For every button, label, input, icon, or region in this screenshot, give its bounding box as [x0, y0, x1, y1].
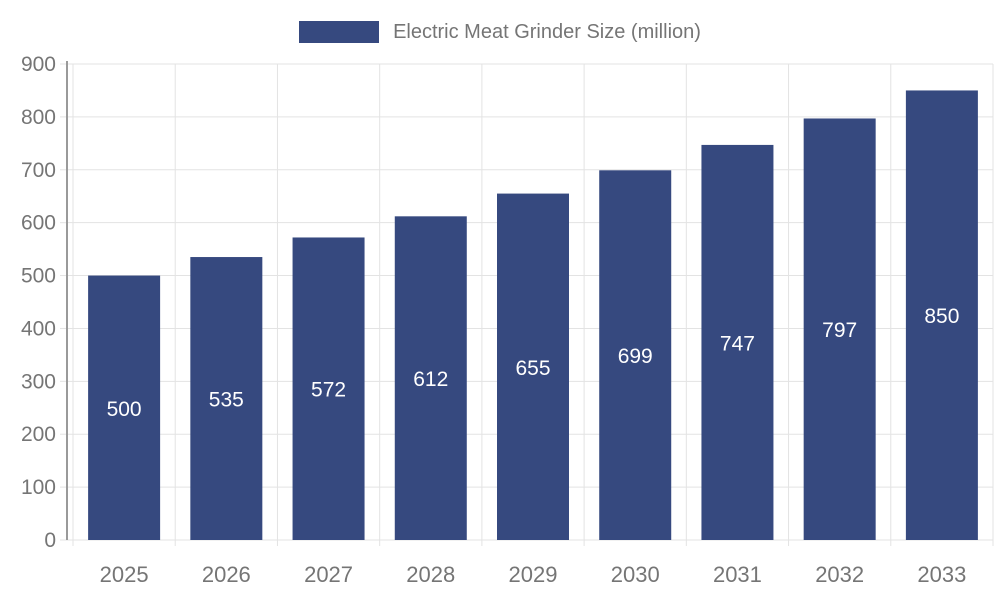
- y-tick-label: 400: [21, 317, 56, 340]
- bar-value-label: 655: [515, 357, 550, 380]
- x-tick-label: 2026: [202, 562, 251, 587]
- x-tick-label: 2030: [611, 562, 660, 587]
- y-tick-label: 600: [21, 212, 56, 235]
- bar-2026: [190, 257, 263, 540]
- bar-2031: [701, 144, 774, 541]
- bar-value-label: 535: [209, 389, 244, 412]
- bar-2033: [905, 90, 978, 540]
- bar-2027: [292, 237, 365, 540]
- bar-value-label: 747: [720, 332, 755, 355]
- y-tick-label: 500: [21, 265, 56, 288]
- legend: Electric Meat Grinder Size (million): [0, 21, 1000, 43]
- x-tick-label: 2029: [509, 562, 558, 587]
- bar-value-label: 850: [924, 305, 959, 328]
- x-tick-label: 2033: [917, 562, 966, 587]
- y-tick-label: 700: [21, 159, 56, 182]
- bar-2030: [599, 170, 672, 540]
- legend-item[interactable]: Electric Meat Grinder Size (million): [299, 21, 701, 43]
- legend-label: Electric Meat Grinder Size (million): [393, 21, 701, 43]
- y-tick-label: 200: [21, 423, 56, 446]
- bar-2028: [394, 216, 467, 540]
- bar-value-label: 500: [107, 398, 142, 421]
- y-tick-label: 0: [44, 529, 56, 552]
- x-tick-label: 2028: [406, 562, 455, 587]
- bar-value-label: 797: [822, 319, 857, 342]
- bar-value-label: 699: [618, 345, 653, 368]
- x-tick-label: 2032: [815, 562, 864, 587]
- legend-swatch: [299, 21, 380, 43]
- bar-value-label: 572: [311, 379, 346, 402]
- y-tick-label: 800: [21, 106, 56, 129]
- bar-value-label: 612: [413, 368, 448, 391]
- bar-2032: [803, 118, 876, 540]
- y-tick-label: 100: [21, 476, 56, 499]
- bar-2029: [497, 193, 569, 541]
- y-tick-label: 300: [21, 370, 56, 393]
- x-tick-label: 2027: [304, 562, 353, 587]
- bar-2025: [88, 275, 161, 540]
- x-tick-label: 2031: [713, 562, 762, 587]
- x-tick-label: 2025: [100, 562, 149, 587]
- y-tick-label: 900: [21, 53, 56, 76]
